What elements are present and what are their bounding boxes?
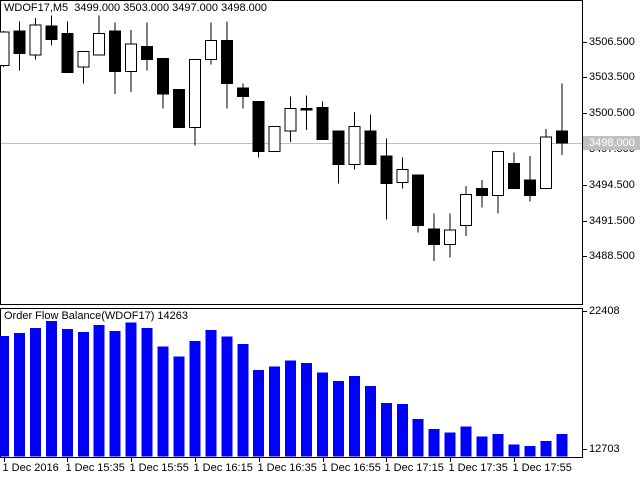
candle-body: [188, 59, 201, 129]
current-price-tag: 3498.000: [583, 136, 640, 150]
candle-body: [444, 229, 457, 245]
indicator-title: Order Flow Balance(WDOF17) 14263: [4, 310, 189, 322]
price-axis-label: 3506.500: [589, 36, 635, 48]
histogram-bar: [317, 372, 328, 457]
time-axis-label: 1 Dec 15:55: [129, 462, 189, 474]
time-axis-label: 1 Dec 16:55: [321, 462, 381, 474]
candle-body: [13, 30, 26, 55]
histogram-bar: [77, 332, 89, 457]
histogram-bar: [492, 433, 504, 457]
histogram-bar: [380, 402, 392, 457]
price-axis[interactable]: 3506.5003503.5003500.5003497.5003494.500…: [583, 0, 640, 304]
histogram-bar: [508, 444, 520, 457]
candle-body: [412, 174, 425, 226]
histogram-bar: [189, 340, 201, 457]
histogram-bar: [173, 356, 185, 457]
price-axis-label: 3488.500: [589, 250, 635, 262]
histogram-bar: [348, 375, 360, 457]
candle-body: [523, 179, 536, 197]
histogram-bar: [556, 434, 568, 457]
candle-body: [109, 30, 122, 73]
price-axis-label: 3500.500: [589, 107, 635, 119]
candle-body: [348, 125, 361, 166]
histogram-bar: [428, 428, 440, 457]
candle-body: [380, 155, 393, 185]
histogram-bar: [13, 333, 25, 457]
candle-body: [29, 24, 42, 56]
histogram-bar: [109, 331, 121, 457]
candle-body: [284, 107, 297, 132]
histogram-bar: [269, 366, 281, 457]
time-axis-label: 1 Dec 17:15: [384, 462, 444, 474]
histogram-bar: [460, 426, 472, 457]
candle-body: [0, 31, 10, 67]
candle-body: [428, 228, 441, 245]
candle-body: [460, 193, 473, 226]
candle-body: [157, 57, 169, 95]
histogram-bar: [157, 346, 169, 457]
candle-body: [220, 40, 233, 84]
indicator-axis[interactable]: 22408 12703: [583, 304, 640, 457]
candle-body: [93, 32, 106, 56]
candle-body: [268, 125, 281, 152]
candle-body: [141, 45, 154, 61]
histogram-bar: [141, 328, 153, 457]
histogram-bar: [412, 418, 424, 457]
histogram-bar: [396, 403, 408, 457]
candle-body: [316, 106, 329, 140]
histogram-bar: [476, 436, 488, 457]
price-axis-label: 3491.500: [589, 215, 635, 227]
time-axis-label: 1 Dec 16:15: [193, 462, 253, 474]
histogram-bar: [205, 330, 217, 457]
histogram-bar: [61, 329, 73, 457]
histogram-bar: [93, 325, 105, 457]
candle-body: [539, 136, 552, 189]
candle-body: [77, 50, 90, 68]
candle-body: [476, 187, 488, 197]
histogram-bar: [364, 386, 376, 457]
candle-body: [236, 87, 249, 98]
candle-body: [332, 130, 345, 166]
time-axis-label: 1 Dec 2016: [2, 462, 59, 474]
histogram-bar: [253, 369, 265, 457]
histogram-bar: [444, 432, 456, 457]
candle-body: [491, 150, 504, 197]
candle-body: [61, 32, 74, 74]
histogram-bar: [301, 363, 313, 457]
candle-body: [555, 130, 568, 144]
price-axis-label: 3503.500: [589, 71, 635, 83]
histogram-bar: [45, 320, 57, 457]
time-axis-label: 1 Dec 15:35: [65, 462, 125, 474]
histogram-bar: [237, 343, 249, 457]
histogram-bar: [524, 446, 536, 457]
candle-body: [45, 25, 58, 40]
price-panel-border: [0, 0, 583, 305]
price-axis-label: 3494.500: [589, 179, 635, 191]
histogram-bar: [332, 380, 344, 457]
candle-body: [507, 162, 520, 189]
histogram-bar: [29, 328, 41, 457]
indicator-axis-label: 22408: [589, 305, 620, 317]
candle-body: [204, 40, 217, 61]
time-axis-label: 1 Dec 16:35: [257, 462, 317, 474]
candle-body: [396, 168, 409, 183]
candle-body: [364, 130, 377, 166]
candle-body: [300, 107, 313, 111]
time-axis-label: 1 Dec 17:35: [448, 462, 508, 474]
time-axis-label: 1 Dec 17:55: [512, 462, 572, 474]
time-axis[interactable]: 1 Dec 2016 1 Dec 15:35 1 Dec 15:55 1 Dec 16…: [0, 458, 640, 480]
indicator-axis-label: 12703: [589, 443, 620, 455]
chart-title: WDOF17,M5 3499.000 3503.000 3497.000 349…: [4, 2, 267, 14]
histogram-bar: [125, 322, 137, 457]
histogram-bar: [540, 441, 552, 457]
candle-body: [125, 43, 138, 73]
candle-body: [252, 100, 265, 152]
histogram-bar: [221, 336, 233, 457]
candle-body: [172, 88, 185, 129]
histogram-bar: [285, 360, 297, 457]
histogram-bar: [0, 335, 9, 457]
